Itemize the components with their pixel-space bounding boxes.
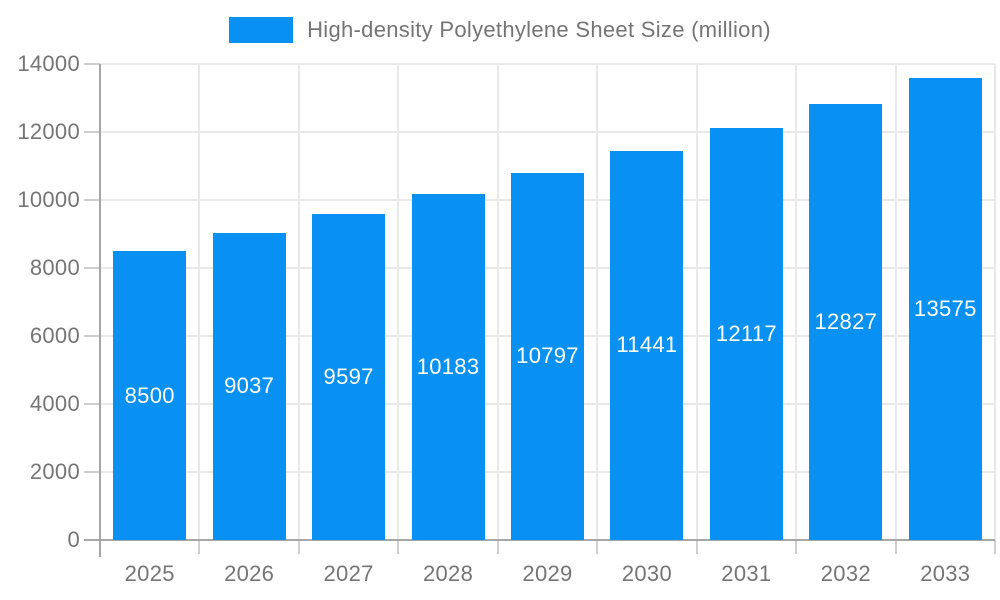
bar-value-label: 8500	[124, 382, 175, 408]
y-tick	[84, 63, 100, 65]
gridline-vertical	[397, 64, 400, 540]
y-axis-label: 0	[67, 527, 80, 552]
x-axis-line	[84, 539, 995, 541]
x-axis-label: 2029	[522, 561, 573, 586]
x-tick	[695, 540, 698, 554]
gridline-vertical	[596, 64, 599, 540]
x-tick	[297, 540, 300, 554]
y-axis-label: 12000	[17, 119, 80, 144]
x-axis-label: 2028	[422, 561, 474, 586]
x-axis-label: 2032	[820, 561, 871, 586]
y-tick	[84, 335, 100, 337]
bar-value-label: 10183	[416, 353, 480, 379]
bar-2032: 12827	[809, 103, 883, 540]
legend: High-density Polyethylene Sheet Size (mi…	[0, 16, 1000, 44]
y-axis-label: 14000	[17, 51, 80, 76]
legend-swatch	[229, 17, 294, 43]
gridline-vertical	[795, 64, 798, 540]
gridline-vertical	[297, 64, 300, 540]
gridline-vertical	[695, 64, 698, 540]
y-axis-line	[99, 64, 101, 557]
bar-2030: 11441	[610, 151, 684, 540]
x-tick	[596, 540, 599, 554]
x-axis-label: 2033	[920, 561, 971, 586]
y-tick	[84, 403, 100, 405]
y-axis-label: 10000	[17, 187, 80, 212]
y-axis-label: 4000	[29, 391, 80, 416]
bar-2028: 10183	[411, 193, 485, 540]
y-tick	[84, 267, 100, 269]
bar-value-label: 13575	[913, 296, 977, 322]
bar-value-label: 12117	[715, 321, 777, 346]
bar-2027: 9597	[312, 213, 386, 540]
bar-2031: 12117	[709, 128, 783, 540]
x-axis-label: 2025	[124, 561, 175, 586]
y-axis-label: 2000	[29, 459, 80, 484]
bar-value-label: 9597	[323, 363, 374, 389]
y-axis-label: 6000	[29, 323, 80, 348]
y-axis-label: 8000	[29, 255, 80, 280]
bar-value-label: 10797	[516, 343, 579, 369]
x-tick	[198, 540, 201, 554]
bar-value-label: 12827	[814, 308, 878, 334]
x-tick	[795, 540, 798, 554]
x-axis-label: 2031	[721, 561, 772, 586]
bar-value-label: 9037	[224, 373, 275, 399]
x-axis-label: 2027	[323, 561, 374, 586]
x-tick	[496, 540, 499, 554]
bar-2025: 8500	[113, 251, 187, 540]
bar-2026: 9037	[212, 232, 286, 540]
gridline-vertical	[894, 64, 897, 540]
y-tick	[84, 131, 100, 133]
gridline-vertical	[496, 64, 499, 540]
gridline-vertical	[198, 64, 201, 540]
bar-2033: 13575	[908, 78, 982, 540]
x-axis-label: 2026	[224, 561, 275, 586]
y-tick	[84, 199, 100, 201]
gridline-horizontal	[100, 63, 995, 65]
x-tick	[994, 540, 996, 554]
x-tick	[894, 540, 897, 554]
legend-label: High-density Polyethylene Sheet Size (mi…	[307, 17, 771, 42]
y-tick	[84, 471, 100, 473]
bar-2029: 10797	[511, 172, 584, 540]
bar-value-label: 11441	[616, 332, 678, 358]
x-tick	[397, 540, 400, 554]
gridline-horizontal	[100, 131, 995, 133]
x-axis-label: 2030	[621, 561, 673, 586]
gridline-vertical	[994, 64, 996, 540]
